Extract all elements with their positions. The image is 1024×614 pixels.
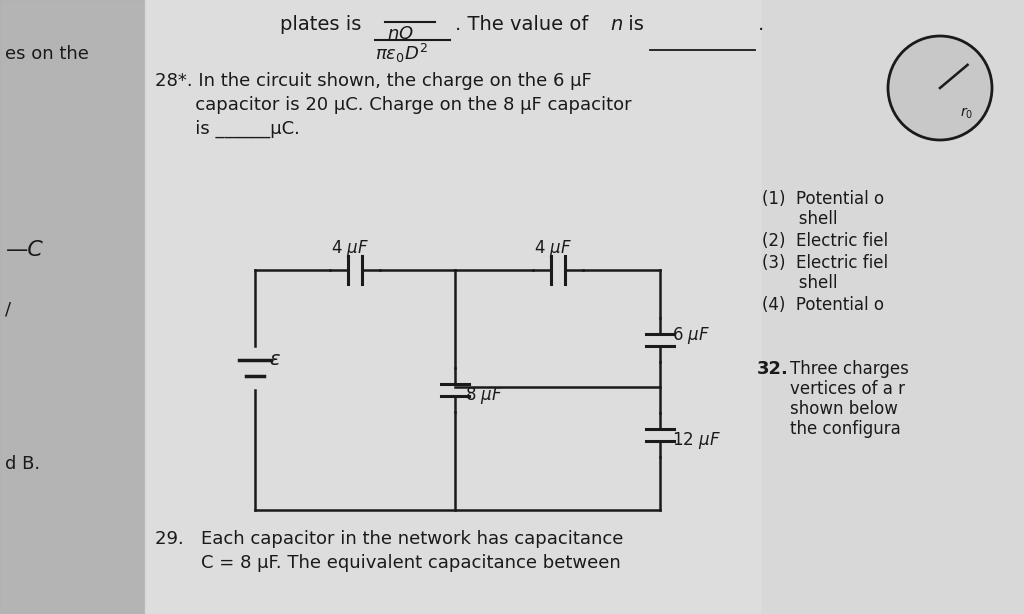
Text: plates is: plates is xyxy=(280,15,361,34)
Text: $12\ \mu F$: $12\ \mu F$ xyxy=(672,430,721,451)
Text: —C: —C xyxy=(5,240,43,260)
Text: vertices of a r: vertices of a r xyxy=(790,380,905,398)
Text: $6\ \mu F$: $6\ \mu F$ xyxy=(672,325,711,346)
Text: (4)  Potential o: (4) Potential o xyxy=(762,296,884,314)
Text: 29.   Each capacitor in the network has capacitance: 29. Each capacitor in the network has ca… xyxy=(155,530,624,548)
Text: (2)  Electric fiel: (2) Electric fiel xyxy=(762,232,888,250)
Text: (3)  Electric fiel: (3) Electric fiel xyxy=(762,254,888,272)
Text: 28*. In the circuit shown, the charge on the 6 μF: 28*. In the circuit shown, the charge on… xyxy=(155,72,592,90)
Text: (1)  Potential o: (1) Potential o xyxy=(762,190,884,208)
Text: shell: shell xyxy=(762,210,838,228)
Text: $\varepsilon$: $\varepsilon$ xyxy=(269,351,281,369)
Circle shape xyxy=(888,36,992,140)
Text: $4\ \mu F$: $4\ \mu F$ xyxy=(331,238,370,259)
Text: $\pi\varepsilon_0 D^2$: $\pi\varepsilon_0 D^2$ xyxy=(375,42,428,65)
Text: shown below: shown below xyxy=(790,400,898,418)
Text: the configura: the configura xyxy=(790,420,901,438)
Text: . The value of: . The value of xyxy=(455,15,595,34)
Text: /: / xyxy=(5,300,11,318)
Text: capacitor is 20 μC. Charge on the 8 μF capacitor: capacitor is 20 μC. Charge on the 8 μF c… xyxy=(155,96,632,114)
Text: is ______μC.: is ______μC. xyxy=(155,120,300,138)
Text: is: is xyxy=(622,15,644,34)
Text: $4\ \mu F$: $4\ \mu F$ xyxy=(534,238,572,259)
Text: d B.: d B. xyxy=(5,455,40,473)
Text: $r_0$: $r_0$ xyxy=(961,106,973,122)
Text: n: n xyxy=(610,15,623,34)
Text: C = 8 μF. The equivalent capacitance between: C = 8 μF. The equivalent capacitance bet… xyxy=(155,554,621,572)
Text: shell: shell xyxy=(762,274,838,292)
Text: $8\ \mu F$: $8\ \mu F$ xyxy=(465,384,504,405)
Text: $nQ$: $nQ$ xyxy=(387,24,414,43)
Text: .: . xyxy=(758,15,764,34)
Text: es on the: es on the xyxy=(5,45,89,63)
Text: Three charges: Three charges xyxy=(790,360,909,378)
Text: 32.: 32. xyxy=(757,360,788,378)
